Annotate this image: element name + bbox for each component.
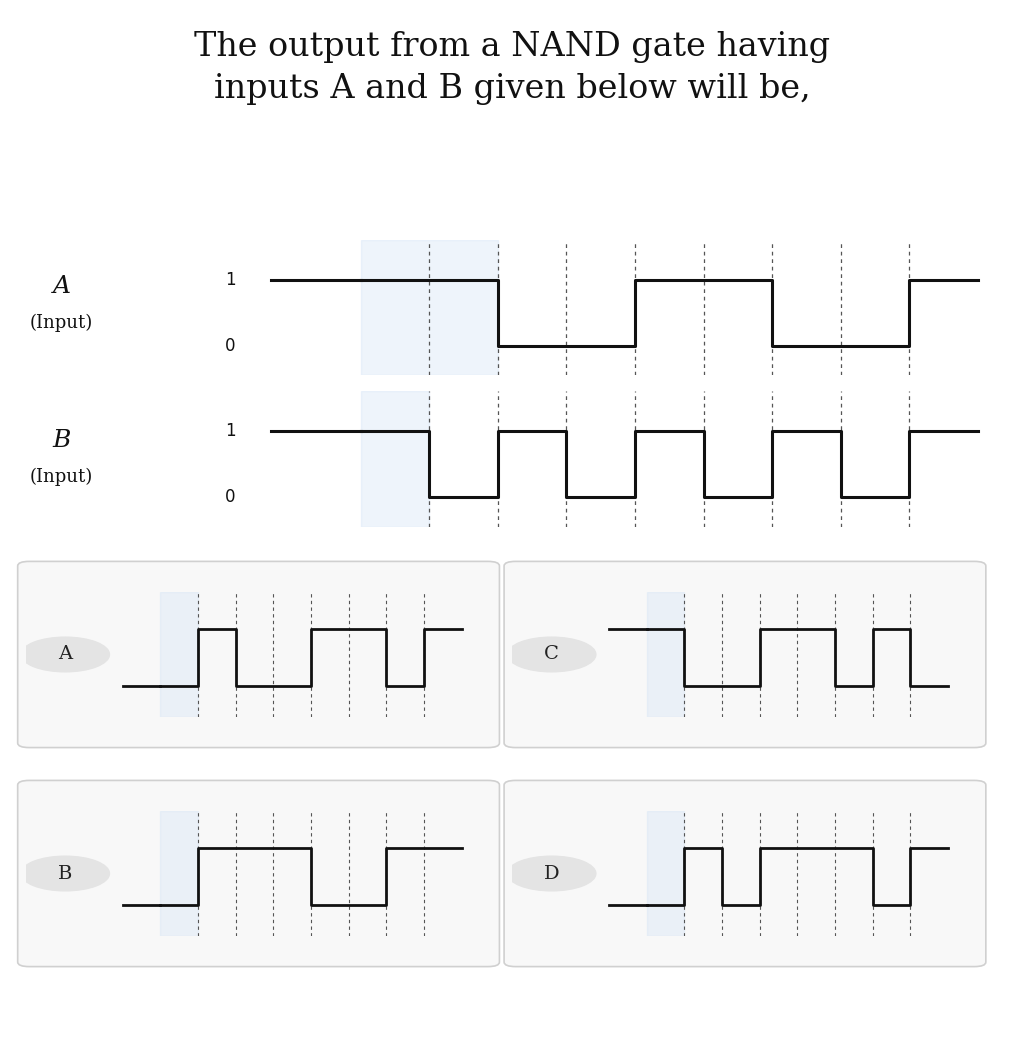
Text: 0: 0 — [225, 337, 236, 355]
Text: 0: 0 — [225, 488, 236, 506]
Bar — [160, 811, 198, 936]
Text: The output from a NAND gate having: The output from a NAND gate having — [194, 31, 830, 64]
Text: inputs A and B given below will be,: inputs A and B given below will be, — [214, 73, 810, 105]
Bar — [360, 240, 498, 375]
Bar — [160, 592, 198, 717]
Text: B: B — [52, 429, 71, 452]
Text: C: C — [544, 646, 559, 663]
FancyBboxPatch shape — [504, 780, 986, 967]
Circle shape — [507, 637, 596, 672]
Text: A: A — [58, 646, 73, 663]
Text: D: D — [544, 865, 559, 882]
Text: A: A — [52, 275, 71, 298]
Text: 1: 1 — [225, 270, 236, 289]
Circle shape — [20, 856, 110, 891]
Circle shape — [20, 637, 110, 672]
FancyBboxPatch shape — [504, 561, 986, 748]
Text: 1: 1 — [225, 421, 236, 440]
Bar — [646, 592, 684, 717]
Text: (Input): (Input) — [30, 314, 93, 333]
FancyBboxPatch shape — [17, 780, 500, 967]
FancyBboxPatch shape — [17, 561, 500, 748]
Text: (Input): (Input) — [30, 467, 93, 486]
Text: B: B — [58, 865, 73, 882]
Bar — [646, 811, 684, 936]
Circle shape — [507, 856, 596, 891]
Bar — [360, 391, 429, 527]
